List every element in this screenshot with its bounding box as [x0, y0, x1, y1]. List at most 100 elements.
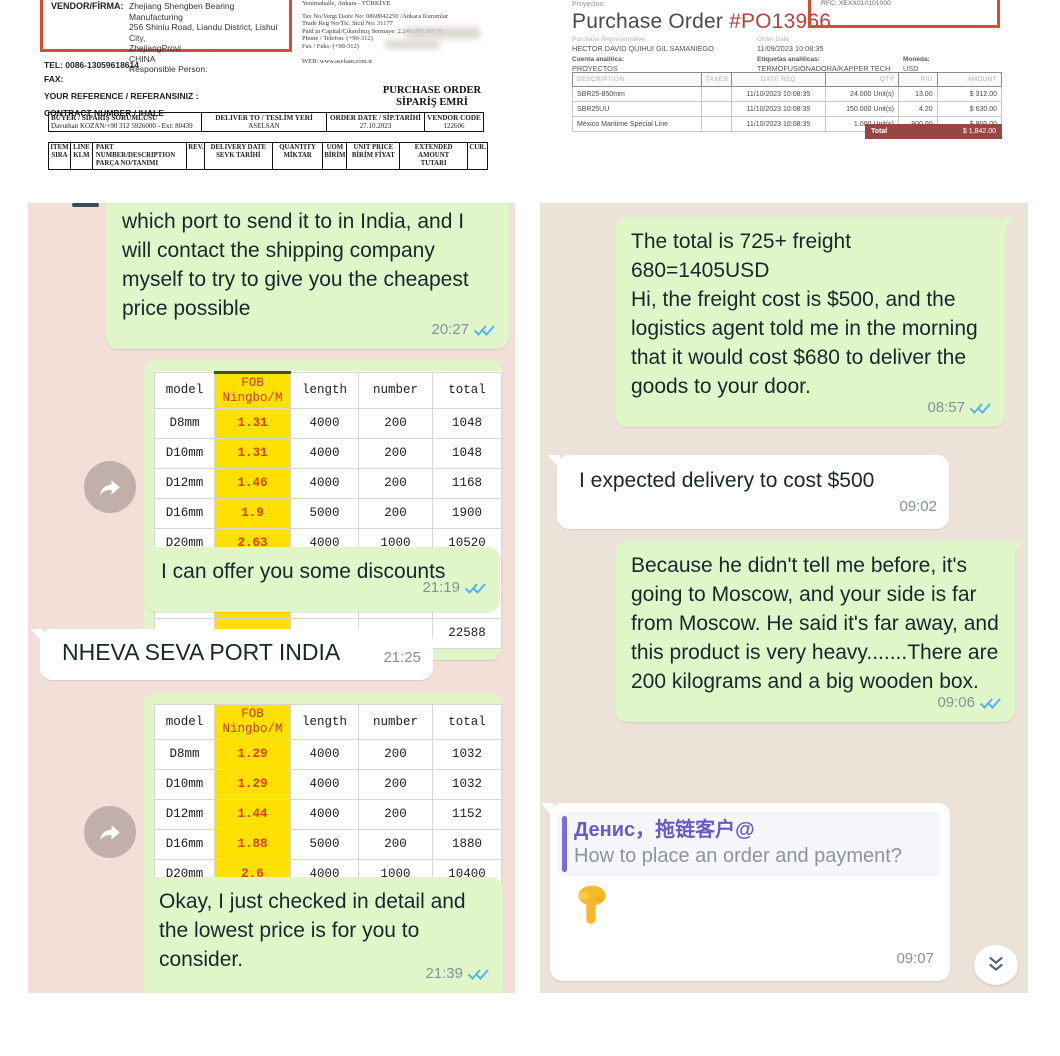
table-cell: 4000: [290, 468, 359, 499]
read-ticks-icon: [979, 698, 1001, 709]
total-label: Total: [871, 128, 888, 135]
table-row: D8mm 1.31 4000 200 1048: [154, 408, 502, 439]
redacted-phone: [405, 27, 480, 39]
table-cell: 1.44: [214, 799, 291, 830]
table-cell: D10mm: [154, 438, 215, 469]
table-cell: 200: [358, 498, 433, 529]
table-cell: 1.9: [214, 498, 291, 529]
table-cell: PART NUMBER/DESCRIPTION PARÇA NO/TANIMI: [91, 142, 188, 170]
read-ticks-icon: [969, 403, 991, 414]
forward-button[interactable]: [84, 806, 136, 858]
table-cell: 200: [358, 468, 433, 499]
chat-message-with-quote[interactable]: Денис，拖链客户@ How to place an order and pa…: [541, 803, 950, 981]
cropped-ui-dash: [72, 203, 99, 207]
table-cell: 1900: [432, 498, 502, 529]
table-cell: D16mm: [154, 829, 215, 860]
table-row: D12mm 1.46 4000 200 1168: [154, 468, 502, 499]
table-cell: 1880: [432, 829, 502, 860]
table-cell: $ 312.00: [936, 86, 1003, 102]
table-cell: 13.00: [898, 86, 938, 102]
table-cell: SBR25UU: [572, 101, 702, 117]
table-cell: 150.000 Unit(s): [825, 101, 899, 117]
message-text: Okay, I just checked in detail and the l…: [159, 890, 466, 971]
text-line: Tax No/Vergi Daire No: 0860042250 /Ankar…: [302, 12, 449, 20]
vendor-code-value: 122606: [443, 122, 465, 130]
text-line: Trade Reg No/Tic. Sicil No: 31177: [302, 20, 394, 27]
scroll-to-bottom-button[interactable]: [974, 945, 1018, 985]
col-number: number: [358, 372, 433, 409]
table-cell: 1048: [432, 408, 502, 439]
vendor-highlight-box: VENDOR/FİRMA: Zhejiang Shengben Bearing …: [40, 0, 292, 74]
table-cell: [700, 101, 732, 117]
col-description: DESCRIPTION: [572, 72, 702, 87]
items-header-table: ITEM SIRA LINE KLM PART NUMBER/DESCRIPTION…: [48, 142, 488, 170]
col-fob: FOB Ningbo/M: [214, 704, 291, 740]
tel-line: TEL: 0086-13059618614: [44, 60, 139, 70]
message-time: 21:25: [383, 649, 421, 666]
rfc-value: RFC: XEXX010101000: [821, 0, 891, 7]
table-cell: D10mm: [154, 769, 215, 800]
chat-message-incoming[interactable]: NHEVA SEVA PORT INDIA 21:25: [31, 629, 433, 680]
rep-label: Purchase Representative:: [572, 36, 647, 43]
chat-message-incoming[interactable]: I expected delivery to cost $500 09:02: [548, 455, 949, 529]
purchase-order-document-aselsan: VENDOR/FİRMA: Zhejiang Shengben Bearing …: [30, 0, 520, 170]
table-cell: 5000: [290, 829, 359, 860]
read-ticks-icon: [467, 969, 489, 980]
chat-message-outgoing[interactable]: I can offer you some discounts 21:19: [145, 547, 500, 612]
vendor-code-header: VENDOR CODE: [427, 114, 481, 122]
table-cell: REV.: [186, 142, 205, 170]
order-date-label: Order Date:: [757, 36, 791, 43]
text-line: Yenimahalle, Ankara - TÜRKİYE: [302, 0, 391, 7]
table-cell: 11/10/2023 10:08:35: [730, 101, 827, 117]
message-time: 08:57: [927, 399, 965, 416]
chat-message-outgoing[interactable]: The total is 725+ freight 680=1405USD Hi…: [615, 217, 1014, 427]
title-prefix: Purchase Order: [572, 10, 730, 33]
whatsapp-chat-left: which port to send it to in India, and I…: [28, 203, 515, 993]
document-title: PURCHASE ORDER SİPARİŞ EMRİ: [382, 85, 482, 108]
col-date-req: DATE REQ: [730, 72, 827, 87]
chat-message-outgoing[interactable]: Okay, I just checked in detail and the l…: [143, 877, 503, 993]
table-row: D16mm 1.9 5000 200 1900: [154, 498, 502, 529]
order-date-cell: ORDER DATE / SİP.TARİHİ 27.10.2023: [326, 112, 425, 132]
chat-image-message[interactable]: model FOB Ningbo/M length number total D…: [143, 360, 502, 660]
table-cell: UOM BİRİM: [322, 142, 348, 170]
col-pu: P/U: [898, 72, 938, 87]
table-cell: 22588: [432, 618, 502, 649]
col-total: total: [432, 372, 502, 409]
table-row: D10mm 1.29 4000 200 1032: [154, 769, 502, 800]
col-model: model: [154, 372, 215, 409]
text-line: ZhejiangProvi: [129, 43, 181, 53]
table-cell: 1048: [432, 438, 502, 469]
redacted-fax: [385, 40, 440, 49]
table-cell: 4000: [290, 438, 359, 469]
table-cell: 5000: [290, 498, 359, 529]
table-cell: 4000: [290, 408, 359, 439]
chat-message-outgoing[interactable]: Because he didn't tell me before, it's g…: [615, 541, 1024, 722]
forward-button[interactable]: [84, 461, 136, 513]
text-line: 256 Shiniu Road, Liandu District, Lishui…: [129, 22, 278, 43]
table-row: D12mm 1.44 4000 200 1152: [154, 799, 502, 830]
table-cell: D12mm: [154, 799, 215, 830]
table-cell: [700, 86, 732, 102]
message-text: which port to send it to in India, and I…: [122, 210, 469, 320]
table-cell: México Maritime Special Line: [572, 116, 702, 132]
table-row: ITEM SIRA LINE KLM PART NUMBER/DESCRIPTION…: [48, 142, 488, 170]
chat-message-outgoing[interactable]: which port to send it to in India, and I…: [106, 203, 509, 349]
rep-value: HECTOR DAVID QUIHUI GIL SAMANIEGO: [572, 44, 714, 53]
table-header-row: model FOB Ningbo/M length number total: [154, 371, 502, 409]
table-cell: 4.20: [898, 101, 938, 117]
text-line: Fax / Faks: (+90-312): [302, 42, 359, 50]
table-cell: 1.88: [214, 829, 291, 860]
table-row: BUYER / SİPARİŞ SORUMLUSU Davuthan KOZAN…: [48, 112, 484, 132]
order-date-header: ORDER DATE / SİP.TARİHİ: [330, 114, 421, 122]
message-text: I can offer you some discounts: [161, 560, 446, 583]
table-cell: D12mm: [154, 468, 215, 499]
order-date-value: 11/09/2023 10:08:35: [757, 44, 824, 53]
table-cell: 11/10/2023 10:08:35: [730, 86, 827, 102]
table-cell: 4000: [290, 799, 359, 830]
reference-line: YOUR REFERENCE / REFERANSINIZ :: [44, 91, 199, 101]
table-cell: ITEM SIRA: [48, 142, 71, 170]
quoted-message[interactable]: Денис，拖链客户@ How to place an order and pa…: [558, 811, 940, 877]
vendor-address: Zhejiang Shengben Bearing Manufacturing 2…: [129, 1, 285, 74]
col-total: total: [432, 704, 502, 740]
